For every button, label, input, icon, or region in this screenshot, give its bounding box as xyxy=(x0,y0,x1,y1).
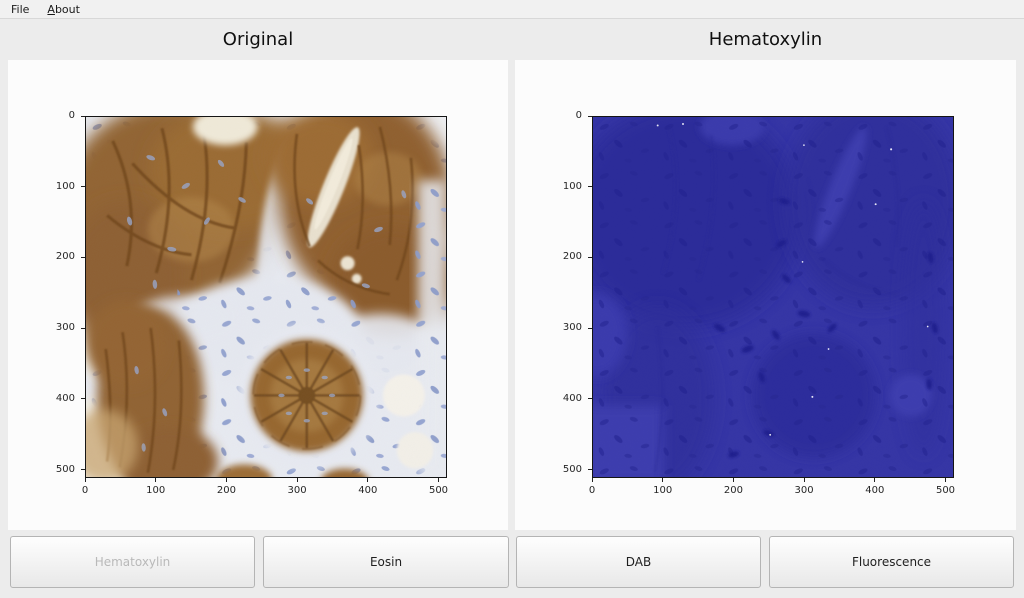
hematoxylin-image xyxy=(592,116,954,478)
x-tick-mark xyxy=(155,478,157,482)
menubar: File About xyxy=(0,0,1024,19)
y-tick-mark xyxy=(588,327,592,329)
y-tick-label: 200 xyxy=(55,251,75,263)
y-tick-mark xyxy=(588,186,592,188)
x-tick-mark xyxy=(874,478,876,482)
x-tick-label: 400 xyxy=(358,485,378,496)
x-tick-label: 300 xyxy=(287,485,307,496)
y-tick-label: 400 xyxy=(562,392,582,404)
y-tick-label: 500 xyxy=(562,463,582,475)
x-tick-label: 200 xyxy=(216,485,236,496)
y-tick-mark xyxy=(81,256,85,258)
x-tick-mark xyxy=(225,478,227,482)
fluorescence-button[interactable]: Fluorescence xyxy=(769,536,1014,588)
y-tick-label: 200 xyxy=(562,251,582,263)
x-tick-label: 100 xyxy=(146,485,166,496)
x-tick-mark xyxy=(367,478,369,482)
x-tick-mark xyxy=(732,478,734,482)
x-tick-label: 0 xyxy=(81,485,89,496)
panel-hematoxylin: 0 0 100 100 200 200 300 300 400 400 500 500 xyxy=(515,60,1016,530)
y-tick-label: 100 xyxy=(55,180,75,192)
y-tick-label: 300 xyxy=(562,322,582,334)
x-tick-mark xyxy=(803,478,805,482)
y-tick-mark xyxy=(81,186,85,188)
x-tick-label: 0 xyxy=(588,485,596,496)
x-tick-label: 300 xyxy=(794,485,814,496)
x-tick-mark xyxy=(945,478,946,482)
hematoxylin-button[interactable]: Hematoxylin xyxy=(10,536,255,588)
panel-title-original: Original xyxy=(222,29,294,50)
y-tick-mark xyxy=(81,327,85,329)
y-tick-mark xyxy=(81,469,85,470)
x-tick-mark xyxy=(296,478,298,482)
y-tick-mark xyxy=(588,469,592,470)
x-tick-label: 400 xyxy=(865,485,885,496)
y-tick-label: 400 xyxy=(55,392,75,404)
y-tick-mark xyxy=(81,398,85,400)
x-tick-label: 500 xyxy=(935,485,956,496)
y-tick-mark xyxy=(81,115,85,117)
eosin-button[interactable]: Eosin xyxy=(263,536,509,588)
menu-file[interactable]: File xyxy=(11,2,30,16)
dab-button[interactable]: DAB xyxy=(516,536,761,588)
y-tick-label: 0 xyxy=(575,110,582,121)
y-tick-label: 500 xyxy=(55,463,75,475)
x-tick-mark xyxy=(662,478,664,482)
y-tick-label: 0 xyxy=(68,110,75,121)
x-tick-mark xyxy=(438,478,439,482)
panel-title-hematoxylin: Hematoxylin xyxy=(708,29,823,50)
x-tick-mark xyxy=(591,478,593,482)
y-tick-mark xyxy=(588,398,592,400)
y-tick-mark xyxy=(588,115,592,117)
x-tick-label: 200 xyxy=(723,485,743,496)
x-tick-mark xyxy=(84,478,86,482)
original-image xyxy=(85,116,447,478)
panel-original: 0 0 100 100 200 200 300 300 400 400 500 500 xyxy=(8,60,508,530)
x-tick-label: 100 xyxy=(653,485,673,496)
menu-about[interactable]: About xyxy=(38,1,89,18)
y-tick-label: 300 xyxy=(55,322,75,334)
menu-about-rest: bout xyxy=(54,2,80,16)
menu-about-accel: A xyxy=(47,2,55,16)
y-tick-label: 100 xyxy=(562,180,582,192)
x-tick-label: 500 xyxy=(428,485,449,496)
y-tick-mark xyxy=(588,256,592,258)
